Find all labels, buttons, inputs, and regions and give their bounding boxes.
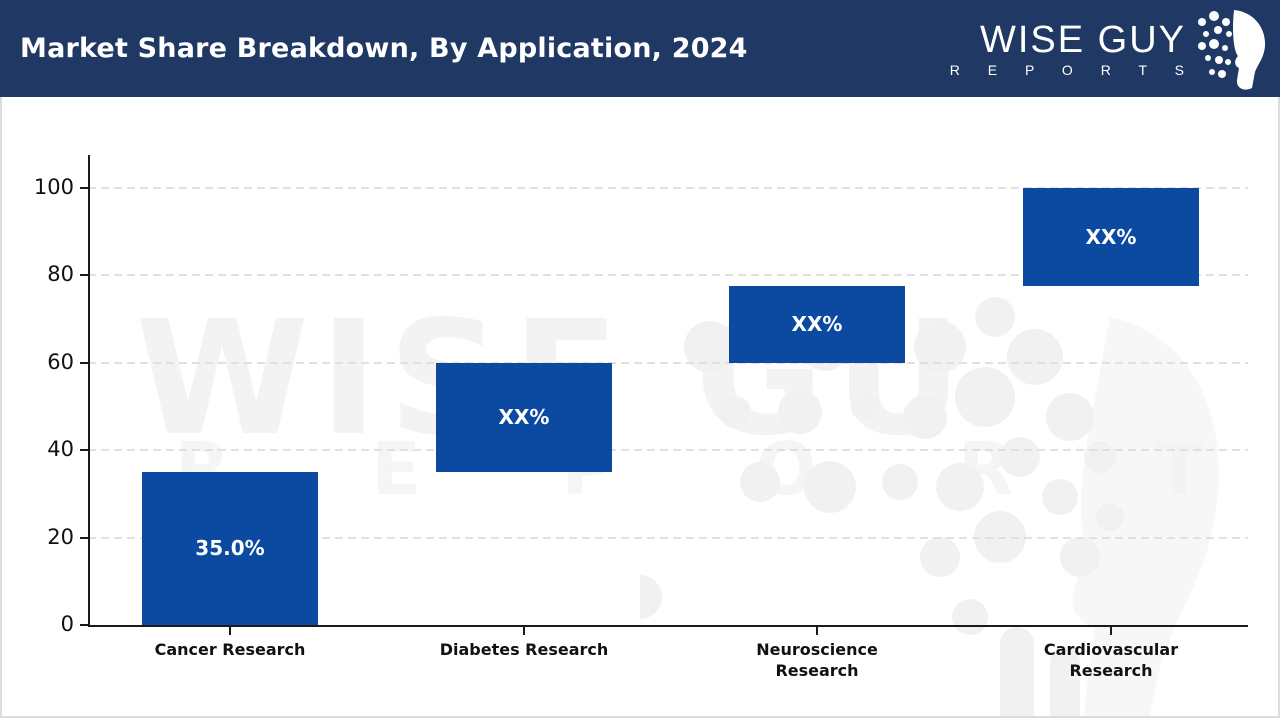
bar-value-label: XX% — [1085, 224, 1137, 249]
y-tick-mark — [80, 624, 88, 626]
x-category-label: Diabetes Research — [439, 640, 609, 659]
y-tick-label: 80 — [47, 262, 74, 286]
y-tick-label: 40 — [47, 437, 74, 461]
x-tick-mark — [816, 627, 818, 635]
content-frame — [0, 97, 1280, 718]
logo-head-icon — [1198, 10, 1266, 90]
bar: XX% — [436, 362, 612, 472]
gridline — [88, 186, 1248, 189]
bar-value-label: XX% — [791, 312, 843, 337]
gridline — [88, 274, 1248, 276]
y-tick-mark — [80, 274, 88, 276]
y-tick-label: 0 — [60, 612, 74, 636]
gridline — [88, 536, 1248, 539]
gridline — [88, 449, 1248, 451]
y-tick-mark — [80, 186, 88, 189]
header-band: Market Share Breakdown, By Application, … — [0, 0, 1280, 97]
bar: 35.0% — [142, 471, 318, 625]
y-tick-mark — [80, 536, 88, 539]
bar: XX% — [1023, 187, 1199, 286]
y-tick-mark — [80, 449, 88, 451]
x-tick-mark — [1110, 627, 1112, 635]
x-category-label: Neuroscience Research — [756, 640, 878, 680]
bar: XX% — [729, 285, 905, 363]
logo-line2: R E P O R T S — [949, 62, 1196, 78]
chart-title: Market Share Breakdown, By Application, … — [20, 33, 748, 64]
x-tick-mark — [229, 627, 231, 635]
wise-guy-logo: WISE GUY R E P O R T S — [950, 8, 1266, 90]
x-category-label: Cancer Research — [154, 640, 306, 659]
x-category-label: Cardiovascular Research — [1043, 640, 1179, 680]
y-tick-label: 60 — [47, 349, 74, 374]
logo-text: WISE GUY R E P O R T S — [950, 20, 1186, 78]
bar-value-label: XX% — [498, 405, 550, 430]
y-tick-label: 100 — [33, 174, 74, 199]
logo-line1: WISE GUY — [979, 19, 1186, 61]
x-tick-mark — [523, 627, 525, 635]
y-axis-line — [88, 155, 90, 627]
y-tick-mark — [80, 361, 88, 364]
gridline — [88, 361, 1248, 364]
y-tick-label: 20 — [47, 524, 74, 549]
bar-value-label: 35.0% — [195, 536, 265, 561]
x-axis-line — [88, 625, 1248, 627]
